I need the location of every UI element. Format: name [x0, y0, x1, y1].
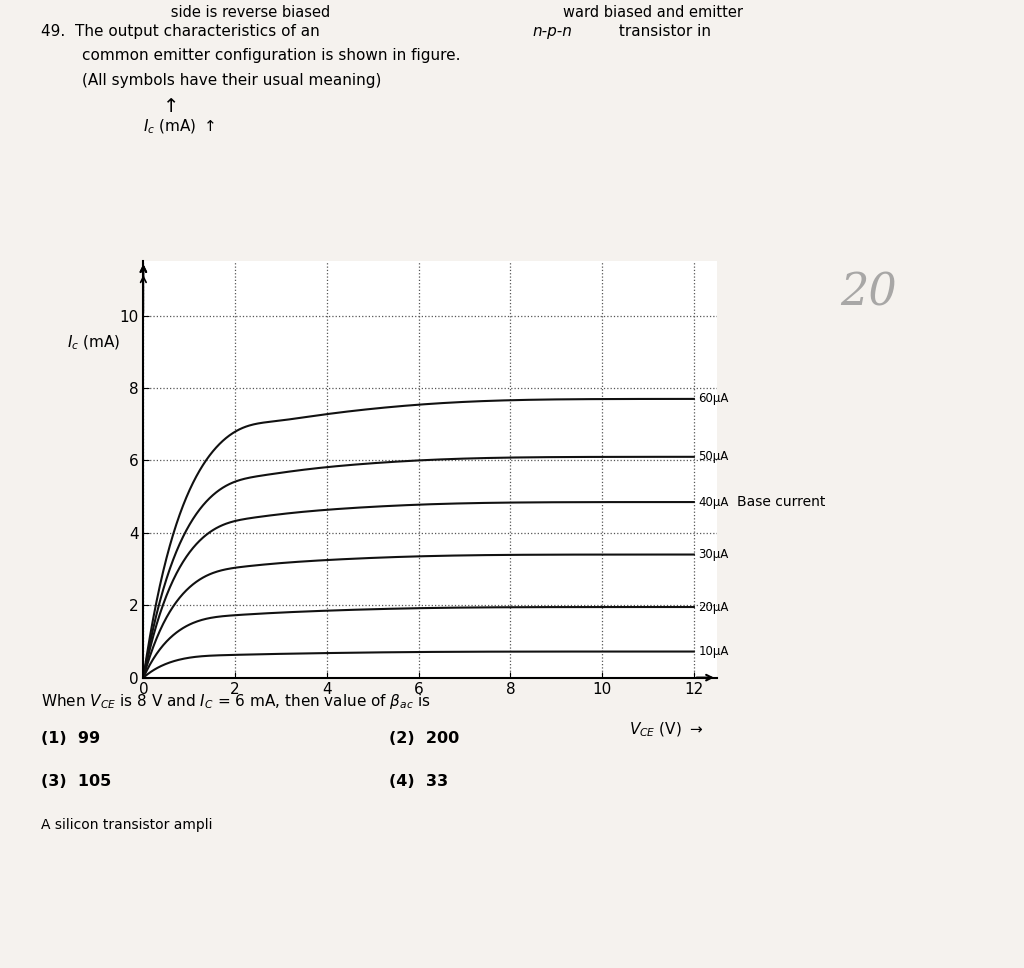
Text: $V_{CE}$ (V) $\rightarrow$: $V_{CE}$ (V) $\rightarrow$: [629, 721, 703, 740]
Text: (3)  105: (3) 105: [41, 774, 112, 789]
Text: A silicon transistor ampli: A silicon transistor ampli: [41, 818, 212, 832]
Text: 60μA: 60μA: [698, 392, 729, 406]
Text: $I_c$ (mA) $\uparrow$: $I_c$ (mA) $\uparrow$: [143, 118, 216, 136]
Text: 40μA: 40μA: [698, 496, 729, 508]
Text: 30μA: 30μA: [698, 548, 729, 561]
Text: $\uparrow$: $\uparrow$: [159, 97, 177, 116]
Text: 49.  The output characteristics of an: 49. The output characteristics of an: [41, 24, 325, 39]
Text: (All symbols have their usual meaning): (All symbols have their usual meaning): [82, 73, 381, 87]
Text: 20: 20: [840, 271, 896, 315]
Text: 20μA: 20μA: [698, 600, 729, 614]
Text: 50μA: 50μA: [698, 450, 729, 464]
Text: ward biased and emitter: ward biased and emitter: [563, 5, 743, 19]
Text: 10μA: 10μA: [698, 645, 729, 658]
Text: n-p-n: n-p-n: [532, 24, 572, 39]
Text: (1)  99: (1) 99: [41, 731, 100, 745]
Text: common emitter configuration is shown in figure.: common emitter configuration is shown in…: [82, 48, 461, 63]
Text: $I_c$ (mA): $I_c$ (mA): [67, 334, 121, 352]
Text: (2)  200: (2) 200: [389, 731, 460, 745]
Text: side is reverse biased: side is reverse biased: [143, 5, 331, 19]
Text: When $V_{CE}$ is 8 V and $I_C$ = 6 mA, then value of $\beta_{ac}$ is: When $V_{CE}$ is 8 V and $I_C$ = 6 mA, t…: [41, 692, 431, 711]
Text: Base current: Base current: [737, 495, 825, 509]
Text: (4)  33: (4) 33: [389, 774, 449, 789]
Text: transistor in: transistor in: [614, 24, 712, 39]
